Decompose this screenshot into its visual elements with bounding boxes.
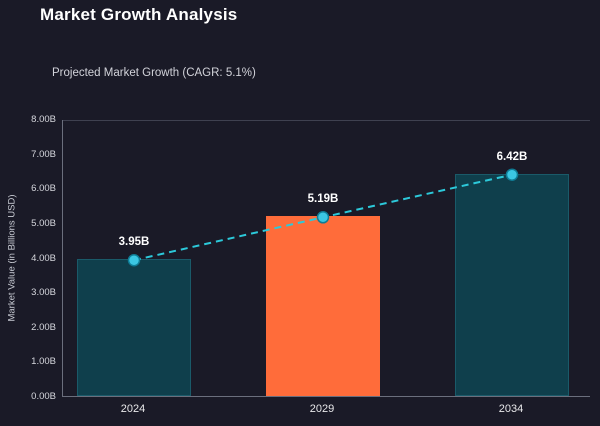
data-label-2034: 6.42B	[496, 150, 528, 163]
y-axis-tick-label: 7.00B	[31, 148, 56, 160]
x-axis-tick-label-2029: 2029	[309, 403, 335, 415]
y-axis-tick-label: 3.00B	[31, 287, 56, 299]
data-label-2024: 3.95B	[118, 236, 150, 249]
data-label-2029: 5.19B	[307, 193, 339, 206]
y-axis-tick-label: 4.00B	[31, 252, 56, 264]
trend-line	[127, 168, 519, 267]
bar-2034	[455, 174, 569, 396]
y-axis: 0.00B 1.00B 2.00B 3.00B 4.00B 5.00B 6.00B 7.00B…	[0, 0, 56, 426]
y-axis-tick-label: 2.00B	[31, 321, 56, 333]
y-axis-tick-label: 6.00B	[31, 183, 56, 195]
page-title: Market Growth Analysis	[40, 5, 238, 24]
y-axis-tick-label: 1.00B	[31, 356, 56, 368]
plot-area: 3.95B 5.19B 6.42B	[62, 120, 590, 397]
chart-subtitle: Projected Market Growth (CAGR: 5.1%)	[52, 67, 256, 79]
gridline-8b	[63, 120, 590, 121]
trend-marker-2034	[505, 168, 519, 181]
y-axis-tick-label: 0.00B	[31, 391, 56, 402]
y-axis-tick-label: 8.00B	[31, 114, 56, 125]
x-axis-tick-label-2024: 2024	[120, 403, 146, 415]
trend-marker-2029	[316, 211, 330, 224]
x-axis-tick-label-2034: 2034	[498, 403, 524, 415]
bar-2024	[77, 259, 191, 396]
y-axis-tick-label: 5.00B	[31, 217, 56, 229]
bar-2029	[266, 216, 380, 396]
x-axis: 2024 2029 2034	[0, 403, 600, 423]
trend-marker-2024	[127, 253, 141, 267]
